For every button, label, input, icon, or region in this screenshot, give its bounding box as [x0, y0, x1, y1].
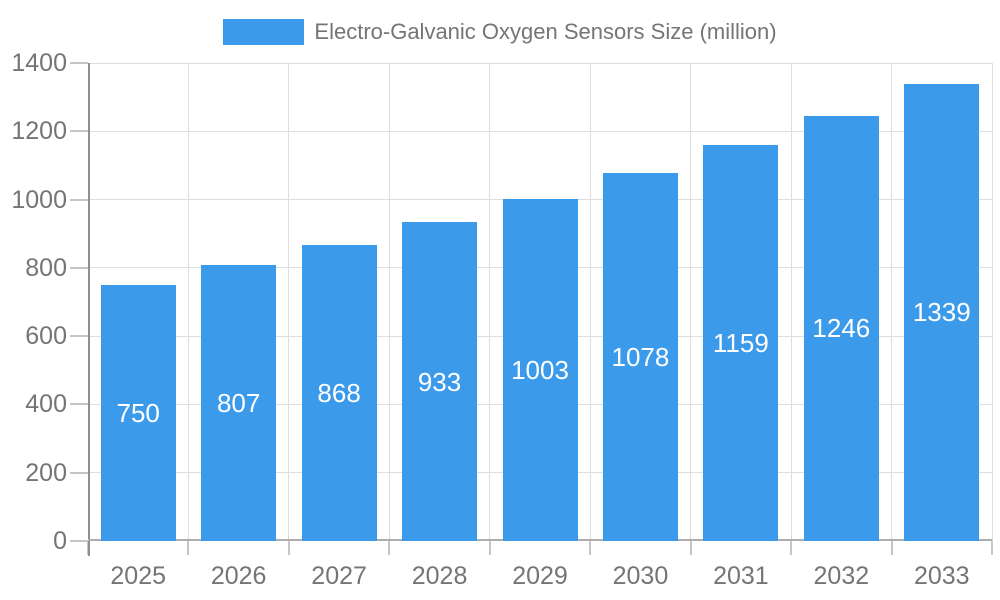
gridline-vertical — [187, 63, 189, 541]
gridline-vertical — [991, 63, 993, 541]
bar-value-label: 1003 — [511, 354, 569, 385]
x-axis-tick — [488, 541, 491, 555]
bar-2030[interactable] — [602, 172, 678, 541]
x-tick-label: 2028 — [411, 562, 468, 590]
y-tick-label: 400 — [25, 390, 67, 419]
x-tick-label: 2026 — [210, 562, 267, 590]
x-axis-tick — [991, 541, 993, 555]
bar-2029[interactable] — [502, 198, 578, 541]
bar-2028[interactable] — [402, 222, 478, 541]
y-axis-line — [88, 63, 90, 556]
bar-value-label: 807 — [216, 388, 261, 419]
y-axis-tick — [70, 130, 88, 133]
y-axis-tick — [70, 540, 88, 542]
bar-value-label: 933 — [417, 366, 462, 397]
plot-area: 0 200 400 600 800 1000 1200 1400 750 2025 807 2026 8… — [11, 50, 993, 589]
gridline-vertical — [388, 63, 390, 541]
bar-value-label: 1159 — [712, 328, 769, 359]
x-axis-tick — [187, 541, 190, 555]
bar-2027[interactable] — [301, 244, 377, 541]
y-axis-tick — [70, 403, 88, 406]
x-axis-tick — [890, 541, 893, 555]
y-tick-label: 1000 — [11, 185, 67, 214]
y-tick-label: 200 — [25, 458, 67, 487]
x-axis-tick — [689, 541, 692, 555]
gridline-vertical — [690, 63, 692, 541]
y-tick-label: 1200 — [11, 117, 67, 146]
bar-value-label: 1339 — [912, 297, 971, 328]
x-tick-label: 2025 — [110, 562, 167, 590]
legend[interactable]: Electro-Galvanic Oxygen Sensors Size (mi… — [0, 17, 1000, 47]
gridline-horizontal — [88, 130, 992, 132]
bar-2026[interactable] — [201, 265, 277, 541]
y-tick-label: 0 — [53, 527, 67, 555]
y-axis-tick — [70, 266, 88, 269]
y-axis-tick — [70, 198, 88, 201]
y-axis-tick — [70, 335, 88, 338]
x-tick-label: 2032 — [813, 562, 870, 590]
x-tick-label: 2029 — [512, 562, 568, 590]
legend-label: Electro-Galvanic Oxygen Sensors Size (mi… — [314, 19, 777, 44]
bar-2032[interactable] — [803, 115, 879, 541]
y-tick-label: 800 — [25, 253, 67, 282]
bar-2025[interactable] — [100, 284, 176, 541]
bar-2031[interactable] — [703, 145, 779, 541]
x-axis-tick — [790, 541, 793, 555]
legend-swatch — [223, 19, 305, 45]
y-axis-tick — [70, 62, 88, 64]
x-tick-label: 2033 — [913, 562, 970, 590]
gridline-vertical — [589, 63, 591, 541]
x-axis-tick — [589, 541, 592, 555]
x-tick-label: 2031 — [713, 562, 769, 590]
gridline-vertical — [790, 63, 792, 541]
bar-value-label: 1246 — [812, 313, 871, 344]
x-axis-tick — [388, 541, 391, 555]
bar-value-label: 868 — [317, 377, 361, 408]
y-axis-tick — [70, 471, 88, 474]
bar-value-label: 1078 — [611, 341, 670, 372]
gridline-horizontal — [88, 62, 992, 64]
x-tick-label: 2030 — [612, 562, 669, 590]
x-axis-tick — [287, 541, 290, 555]
gridline-vertical — [489, 63, 491, 541]
gridline-vertical — [288, 63, 290, 541]
x-tick-label: 2027 — [311, 562, 367, 590]
y-tick-label: 600 — [25, 322, 67, 351]
bar-value-label: 750 — [116, 397, 160, 428]
y-tick-label: 1400 — [11, 49, 67, 77]
gridline-vertical — [891, 63, 893, 541]
bar-2033[interactable] — [904, 83, 980, 541]
